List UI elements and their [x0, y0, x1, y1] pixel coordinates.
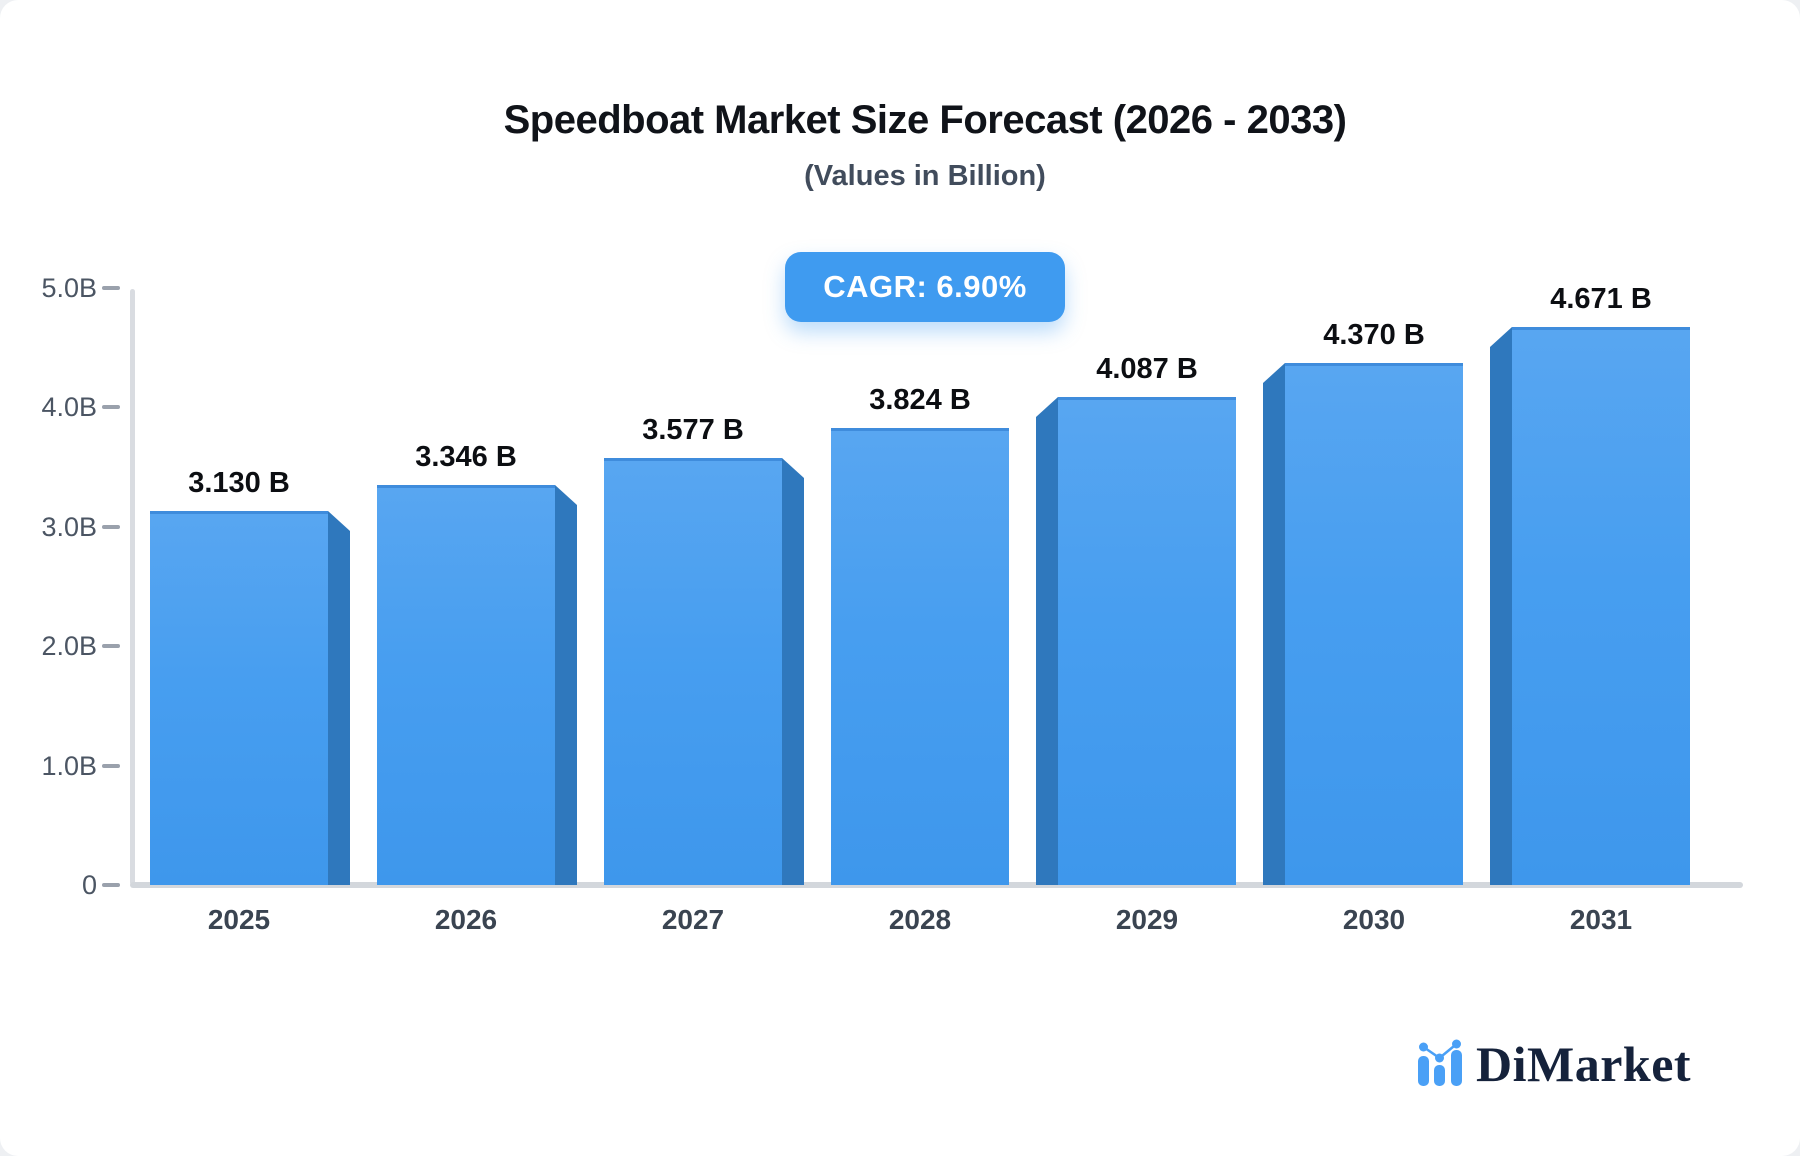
y-axis-tick-mark [102, 525, 120, 529]
brand-logo-text: DiMarket [1476, 1036, 1692, 1092]
bar-value-label-2031: 4.671 B [1550, 283, 1652, 315]
y-axis-tick-label: 1.0B [41, 751, 97, 781]
y-axis-line [130, 289, 135, 885]
bar-side-2030 [1263, 363, 1285, 885]
x-axis-label-2027: 2027 [661, 904, 725, 935]
y-axis-tick-mark [102, 405, 120, 409]
bar-chart-icon [1418, 1039, 1462, 1086]
x-axis-label-2031: 2031 [1569, 904, 1633, 935]
x-axis-label-2025: 2025 [207, 904, 271, 935]
bar-face-2026 [377, 485, 555, 885]
bar-face-2029 [1058, 397, 1236, 885]
y-axis-tick-mark [102, 764, 120, 768]
bar-face-2030 [1285, 363, 1463, 885]
bar-side-2026 [555, 485, 577, 885]
bar-side-2027 [782, 458, 804, 885]
x-axis-label-2028: 2028 [888, 904, 952, 935]
page-title: Speedboat Market Size Forecast (2026 - 2… [503, 98, 1347, 142]
y-axis-tick-label: 4.0B [41, 392, 97, 422]
bar-side-2031 [1490, 327, 1512, 885]
bar-side-2025 [328, 511, 350, 885]
chart-header: Speedboat Market Size Forecast (2026 - 2… [50, 96, 1800, 194]
y-axis-tick-mark [102, 883, 120, 887]
bar-face-2025 [150, 511, 328, 885]
x-axis-label-2030: 2030 [1342, 904, 1406, 935]
brand-logo: DiMarket [1416, 1038, 1691, 1090]
bar-value-label-2029: 4.087 B [1096, 353, 1198, 385]
bar-2028 [831, 428, 1009, 885]
bar-2029 [1036, 397, 1236, 885]
bar-face-2027 [604, 458, 782, 885]
bar-value-label-2025: 3.130 B [188, 467, 290, 499]
x-axis-label-2029: 2029 [1115, 904, 1179, 935]
y-axis-tick-label: 3.0B [41, 512, 97, 542]
bar-2025 [150, 511, 350, 885]
bar-value-label-2028: 3.824 B [869, 384, 971, 416]
x-axis-label-2026: 2026 [434, 904, 498, 935]
y-axis-tick-mark [102, 644, 120, 648]
y-axis-tick-label: 2.0B [41, 631, 97, 661]
bar-2030 [1263, 363, 1463, 885]
bar-2026 [377, 485, 577, 885]
cagr-badge-label: CAGR: 6.90% [823, 269, 1027, 304]
bar-face-2028 [831, 428, 1009, 885]
cagr-badge: CAGR: 6.90% [785, 252, 1065, 322]
y-axis-tick-label: 0 [81, 870, 97, 900]
bar-side-2029 [1036, 397, 1058, 885]
bar-face-2031 [1512, 327, 1690, 885]
y-axis-tick-mark [102, 286, 120, 290]
bar-2027 [604, 458, 804, 885]
bar-value-label-2027: 3.577 B [642, 414, 744, 446]
bar-2031 [1490, 327, 1690, 885]
y-axis-tick-label: 5.0B [41, 273, 97, 303]
page-subtitle: (Values in Billion) [804, 160, 1046, 192]
bar-value-label-2030: 4.370 B [1323, 319, 1425, 351]
x-axis-line [130, 882, 1743, 888]
bar-value-label-2026: 3.346 B [415, 441, 517, 473]
